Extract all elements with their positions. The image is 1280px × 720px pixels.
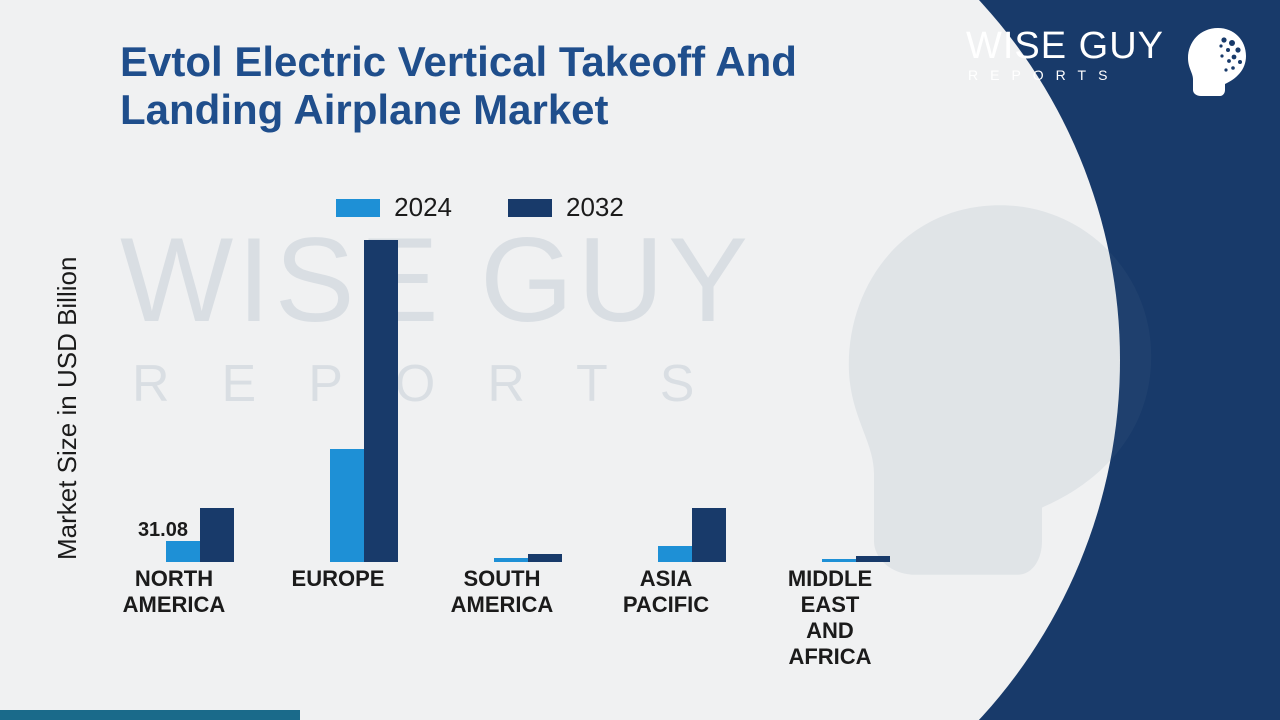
brand-logo-svg: WISE GUY REPORTS xyxy=(966,24,1260,96)
legend-label-2024: 2024 xyxy=(394,192,452,223)
chart-title: Evtol Electric Vertical Takeoff And Land… xyxy=(120,38,840,135)
x-axis-label: ASIAPACIFIC xyxy=(586,566,746,618)
bar xyxy=(330,449,364,562)
bar-group xyxy=(468,554,588,562)
bar-group xyxy=(304,240,424,562)
bar xyxy=(364,240,398,562)
x-axis-labels: NORTHAMERICAEUROPESOUTHAMERICAASIAPACIFI… xyxy=(120,566,940,686)
x-axis-label: MIDDLEEASTANDAFRICA xyxy=(750,566,910,670)
legend: 2024 2032 xyxy=(0,192,960,223)
bar xyxy=(822,559,856,562)
bar xyxy=(528,554,562,562)
bar-group xyxy=(140,508,260,562)
bar-group xyxy=(796,556,916,562)
legend-item-2032: 2032 xyxy=(508,192,624,223)
bar xyxy=(494,558,528,562)
bar xyxy=(658,546,692,563)
x-axis-label: SOUTHAMERICA xyxy=(422,566,582,618)
bar xyxy=(200,508,234,562)
brand-line2: REPORTS xyxy=(968,67,1119,83)
legend-swatch-2032 xyxy=(508,199,552,217)
bar-group xyxy=(632,508,752,562)
x-axis-label: NORTHAMERICA xyxy=(94,566,254,618)
legend-label-2032: 2032 xyxy=(566,192,624,223)
brand-head-icon xyxy=(1188,28,1246,96)
legend-item-2024: 2024 xyxy=(336,192,452,223)
y-axis-label: Market Size in USD Billion xyxy=(52,257,83,560)
stage: WISE GUY REPORTS Evtol Electric Vertical… xyxy=(0,0,1280,720)
bottom-stripe xyxy=(0,710,300,720)
brand-logo: WISE GUY REPORTS xyxy=(966,24,1260,101)
bar xyxy=(166,541,200,562)
bar xyxy=(856,556,890,562)
brand-line1: WISE GUY xyxy=(966,25,1164,67)
bar xyxy=(692,508,726,562)
x-axis-label: EUROPE xyxy=(258,566,418,592)
legend-swatch-2024 xyxy=(336,199,380,217)
plot-area: 31.08 xyxy=(120,232,940,562)
